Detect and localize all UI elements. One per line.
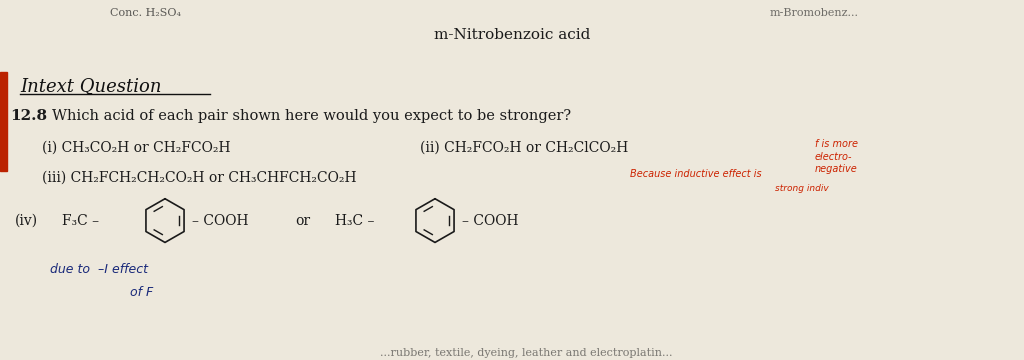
- Text: or: or: [295, 213, 310, 228]
- Text: Intext Question: Intext Question: [20, 77, 162, 95]
- Text: 12.8: 12.8: [10, 109, 47, 123]
- Text: m-Nitrobenzoic acid: m-Nitrobenzoic acid: [434, 28, 590, 42]
- Text: due to  –I effect: due to –I effect: [50, 263, 148, 276]
- Text: H₃C –: H₃C –: [335, 213, 375, 228]
- Bar: [0, 72, 6, 171]
- Text: (iv): (iv): [15, 213, 38, 228]
- Text: (ii) CH₂FCO₂H or CH₂ClCO₂H: (ii) CH₂FCO₂H or CH₂ClCO₂H: [420, 141, 629, 155]
- Text: Which acid of each pair shown here would you expect to be stronger?: Which acid of each pair shown here would…: [52, 109, 571, 123]
- Text: Conc. H₂SO₄: Conc. H₂SO₄: [110, 8, 181, 18]
- Text: m-Bromobenz...: m-Bromobenz...: [770, 8, 859, 18]
- Text: F₃C –: F₃C –: [62, 213, 99, 228]
- Text: f is more
electro-
negative: f is more electro- negative: [815, 139, 858, 174]
- Text: (iii) CH₂FCH₂CH₂CO₂H or CH₃CHFCH₂CO₂H: (iii) CH₂FCH₂CH₂CO₂H or CH₃CHFCH₂CO₂H: [42, 171, 356, 185]
- Text: – COOH: – COOH: [193, 213, 249, 228]
- Text: of F: of F: [130, 286, 154, 299]
- Text: Because inductive effect is: Because inductive effect is: [630, 169, 762, 179]
- Text: ...rubber, textile, dyeing, leather and electroplatin...: ...rubber, textile, dyeing, leather and …: [380, 348, 673, 358]
- Text: – COOH: – COOH: [462, 213, 518, 228]
- Text: strong indiv: strong indiv: [775, 184, 828, 193]
- Text: (i) CH₃CO₂H or CH₂FCO₂H: (i) CH₃CO₂H or CH₂FCO₂H: [42, 141, 230, 155]
